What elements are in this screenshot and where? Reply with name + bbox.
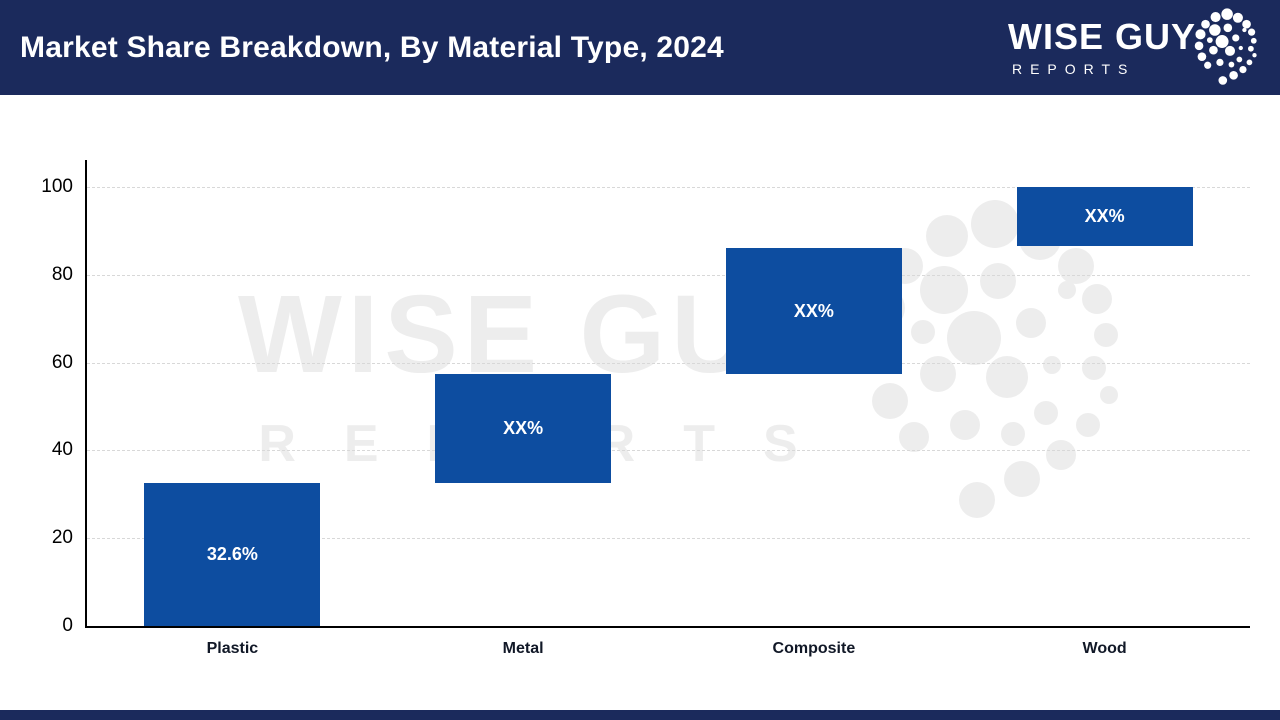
gridline	[87, 450, 1250, 452]
x-tick-label: Metal	[502, 640, 544, 657]
bar-value-label: XX%	[793, 300, 834, 321]
gridline	[87, 362, 1250, 364]
logo-wise-guy: WISE GUY	[1007, 16, 1196, 57]
footer-bar	[0, 710, 1280, 720]
header: Market Share Breakdown, By Material Type…	[0, 0, 1280, 95]
y-tick-label: 60	[51, 351, 73, 373]
y-tick-label: 20	[51, 527, 73, 549]
gridline	[87, 538, 1250, 540]
y-tick-label: 40	[51, 439, 73, 461]
chart-title: Market Share Breakdown, By Material Type…	[20, 30, 724, 64]
bar-value-label: XX%	[503, 417, 544, 438]
bar-wood: XX%	[1016, 187, 1193, 247]
x-tick-label: Plastic	[206, 640, 259, 657]
bar-composite: XX%	[725, 248, 902, 374]
bar-value-label: 32.6%	[206, 543, 258, 564]
gridline	[87, 274, 1250, 276]
x-tick-label: Composite	[772, 640, 856, 657]
y-tick-label: 100	[41, 176, 73, 197]
logo-text: WISE GUY REPORTS	[1007, 16, 1196, 77]
x-tick-label: Wood	[1082, 640, 1127, 657]
gridline	[87, 187, 1250, 188]
y-tick-label: 0	[62, 615, 73, 636]
y-tick-label: 80	[51, 263, 73, 285]
bar-value-label: XX%	[1084, 206, 1125, 227]
logo-reports: REPORTS	[1011, 61, 1136, 77]
bar-plastic: 32.6%	[144, 482, 321, 626]
logo-head-dots-icon	[1194, 7, 1257, 85]
wiseguy-logo: WISE GUY REPORTS	[1007, 7, 1266, 88]
bar-metal: XX%	[435, 373, 612, 483]
